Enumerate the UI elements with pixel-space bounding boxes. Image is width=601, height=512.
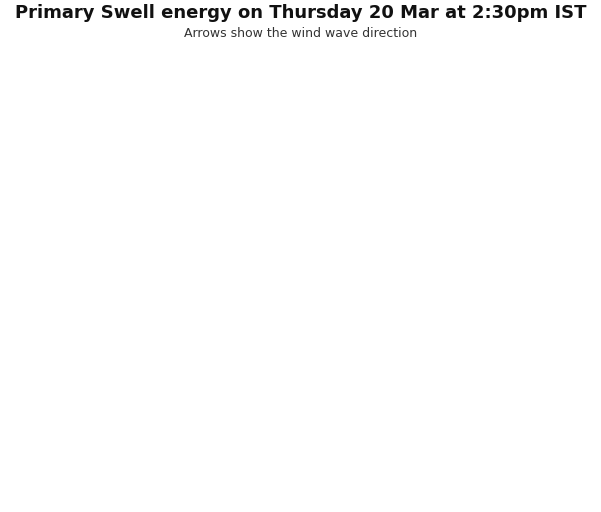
Text: Primary Swell energy on Thursday 20 Mar at 2:30pm IST: Primary Swell energy on Thursday 20 Mar …: [15, 4, 586, 22]
Text: Arrows show the wind wave direction: Arrows show the wind wave direction: [184, 27, 417, 40]
